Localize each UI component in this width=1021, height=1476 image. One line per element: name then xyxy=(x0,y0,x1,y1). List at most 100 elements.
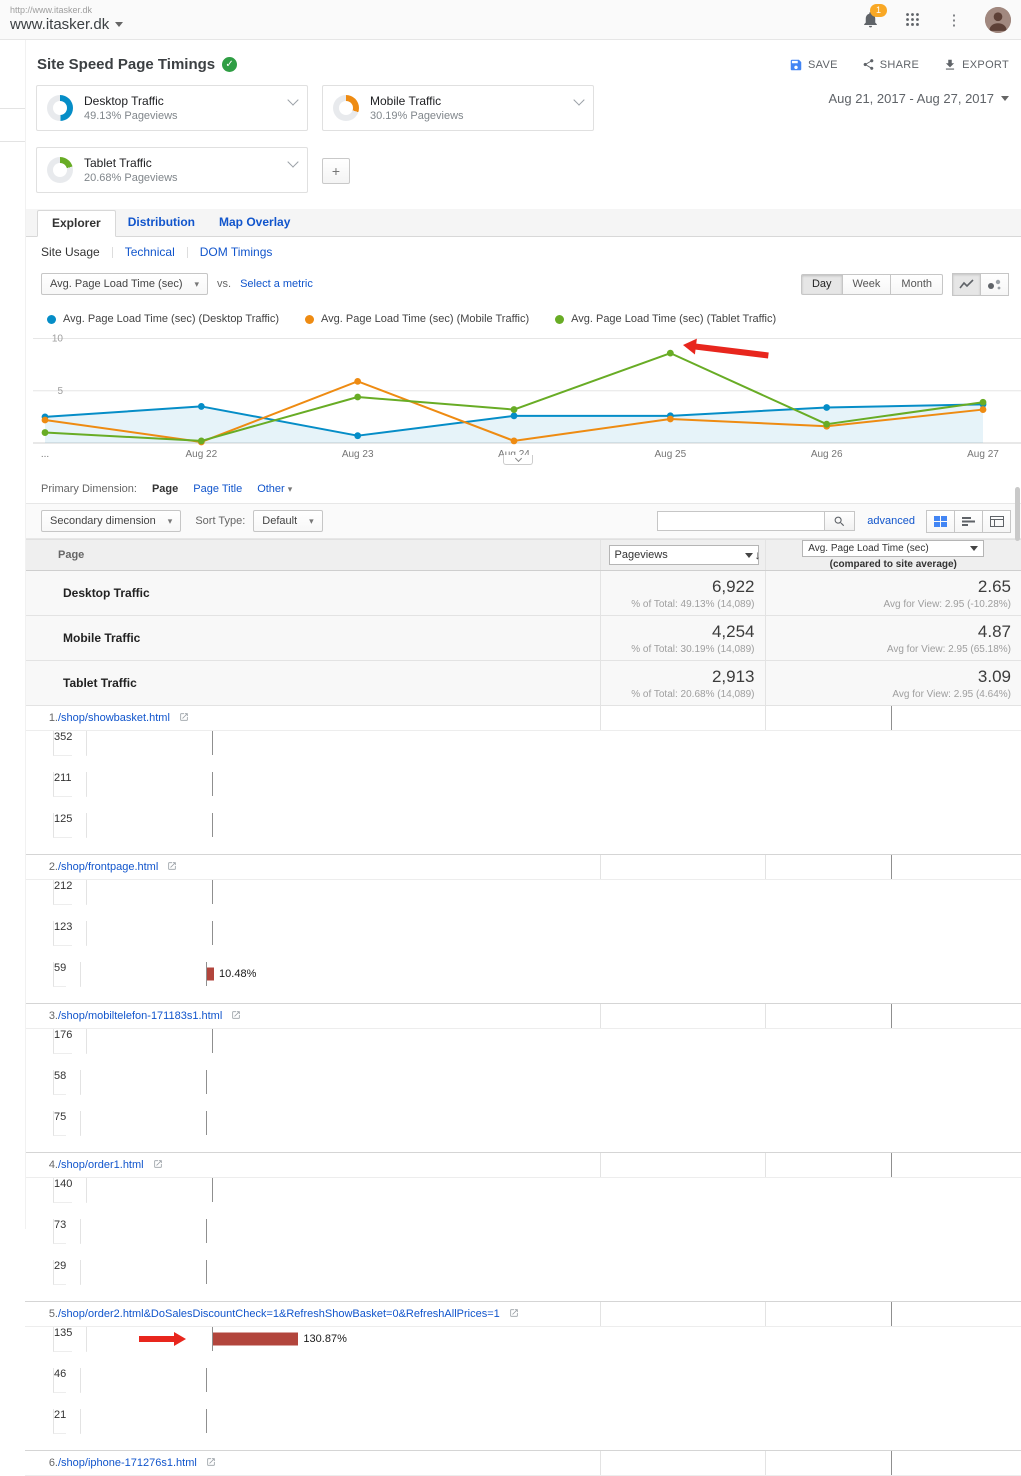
column-header-page[interactable]: Page xyxy=(58,540,600,571)
summary-pageviews: 6,922 xyxy=(601,577,765,597)
granularity-toggle: Day Week Month xyxy=(801,274,943,295)
table-view-icon xyxy=(934,516,948,527)
chart-legend: Avg. Page Load Time (sec) (Desktop Traff… xyxy=(25,305,1021,327)
tab-distribution[interactable]: Distribution xyxy=(116,210,207,236)
external-link-icon[interactable] xyxy=(509,1309,519,1321)
dimension-other[interactable]: Other ▾ xyxy=(257,483,292,495)
advanced-filter-link[interactable]: advanced xyxy=(867,515,915,527)
segment-card-mobile[interactable]: Mobile Traffic 30.19% Pageviews xyxy=(322,85,594,131)
scrollbar-thumb[interactable] xyxy=(1015,487,1020,541)
chevron-down-icon[interactable] xyxy=(287,94,298,105)
comparison-bar-cell: -100.00% xyxy=(86,772,87,797)
overflow-menu-button[interactable]: ⋮ xyxy=(943,9,965,31)
external-link-icon[interactable] xyxy=(167,862,177,874)
table-view-button[interactable] xyxy=(926,510,955,533)
pivot-view-button[interactable] xyxy=(982,510,1011,533)
bar-axis-line xyxy=(212,731,213,755)
segment-sub-row: Tablet Traffic 125 -100.00% xyxy=(25,813,58,838)
page-url-link[interactable]: /shop/order1.html xyxy=(58,1159,144,1171)
tab-explorer[interactable]: Explorer xyxy=(37,210,116,237)
add-segment-button[interactable]: + xyxy=(322,158,350,184)
summary-pageviews-sub: % of Total: 30.19% (14,089) xyxy=(601,644,765,655)
share-button[interactable]: SHARE xyxy=(862,58,919,71)
search-button[interactable] xyxy=(825,511,855,531)
external-link-icon[interactable] xyxy=(179,713,189,725)
pageviews-column-select[interactable]: Pageviews xyxy=(609,545,759,565)
segment-row-pageviews: 58 xyxy=(53,1070,66,1095)
avatar[interactable] xyxy=(985,7,1011,33)
divider xyxy=(187,247,188,258)
bar-axis-line xyxy=(206,1368,207,1392)
granularity-month-button[interactable]: Month xyxy=(890,274,943,295)
segment-sub-row: Mobile Traffic 46 -100.00% xyxy=(25,1368,58,1393)
tab-map-overlay[interactable]: Map Overlay xyxy=(207,210,302,236)
save-button[interactable]: SAVE xyxy=(789,58,838,72)
comparison-bar-cell: -52.18% xyxy=(86,1178,87,1203)
metric-dropdown[interactable]: Avg. Page Load Time (sec) ▾ xyxy=(41,273,208,295)
bar-axis-line xyxy=(206,1111,207,1135)
page-url-link[interactable]: /shop/mobiltelefon-171183s1.html xyxy=(58,1010,222,1022)
download-icon xyxy=(943,58,957,72)
granularity-day-button[interactable]: Day xyxy=(801,274,843,295)
segment-row-pageviews: 176 xyxy=(53,1029,72,1054)
sort-type-dropdown[interactable]: Default ▾ xyxy=(253,510,322,532)
segment-row-pageviews: 212 xyxy=(53,880,72,905)
summary-segment-name: Mobile Traffic xyxy=(58,631,140,645)
granularity-week-button[interactable]: Week xyxy=(842,274,892,295)
summary-row-mobile: Mobile Traffic 4,254 % of Total: 30.19% … xyxy=(25,616,1021,661)
external-link-icon[interactable] xyxy=(206,1458,216,1470)
page-url-link[interactable]: /shop/frontpage.html xyxy=(58,861,158,873)
date-range-selector[interactable]: Aug 21, 2017 - Aug 27, 2017 xyxy=(828,85,1009,106)
summary-segment-name: Tablet Traffic xyxy=(58,676,137,690)
comparison-bar-cell: -100.00% xyxy=(86,813,87,838)
header-row-number xyxy=(25,540,58,571)
page-url-link[interactable]: /shop/showbasket.html xyxy=(58,712,170,724)
top-bar: http://www.itasker.dk www.itasker.dk 1 ⋮ xyxy=(0,0,1021,40)
subtab-dom-timings[interactable]: DOM Timings xyxy=(200,245,273,259)
comparison-bar xyxy=(207,968,214,981)
apps-grid-button[interactable] xyxy=(901,9,923,31)
annotation-arrow-right xyxy=(139,1332,186,1346)
chevron-down-icon[interactable] xyxy=(287,156,298,167)
segment-row-pageviews: 123 xyxy=(53,921,72,946)
dimension-page-title[interactable]: Page Title xyxy=(193,483,242,495)
segment-card-tablet[interactable]: Tablet Traffic 20.68% Pageviews xyxy=(36,147,308,193)
motion-chart-mode-button[interactable] xyxy=(980,273,1009,296)
report-tabs: Explorer Distribution Map Overlay xyxy=(25,209,1021,237)
notifications-button[interactable]: 1 xyxy=(859,9,881,31)
secondary-dimension-dropdown[interactable]: Secondary dimension ▾ xyxy=(41,510,181,532)
bar-axis-line xyxy=(212,772,213,796)
external-link-icon[interactable] xyxy=(231,1011,241,1023)
chevron-down-icon[interactable] xyxy=(573,94,584,105)
overflow-menu-icon: ⋮ xyxy=(947,11,962,29)
row-number: 5. xyxy=(25,1302,58,1327)
vs-label: vs. xyxy=(217,278,231,290)
account-selector[interactable]: www.itasker.dk xyxy=(10,17,859,34)
chart-collapse-tab[interactable] xyxy=(503,455,533,465)
caret-down-icon: ▾ xyxy=(309,517,314,526)
legend-color-dot xyxy=(305,315,314,324)
comparison-bar-cell: -100.00% xyxy=(80,1368,81,1393)
table-search-input[interactable] xyxy=(657,511,825,531)
subtab-site-usage[interactable]: Site Usage xyxy=(41,245,100,259)
external-link-icon[interactable] xyxy=(153,1160,163,1172)
notification-badge: 1 xyxy=(870,4,887,17)
legend-item: Avg. Page Load Time (sec) (Desktop Traff… xyxy=(47,313,279,325)
line-chart-mode-button[interactable] xyxy=(952,273,981,296)
subtab-technical[interactable]: Technical xyxy=(125,245,175,259)
page-url-link[interactable]: /shop/order2.html&DoSalesDiscountCheck=1… xyxy=(58,1308,500,1320)
page-url-link[interactable]: /shop/iphone-171276s1.html xyxy=(58,1457,197,1469)
summary-row-desktop: Desktop Traffic 6,922 % of Total: 49.13%… xyxy=(25,571,1021,616)
dimension-page[interactable]: Page xyxy=(152,483,178,495)
comparison-bar-cell: -100.00% xyxy=(86,921,87,946)
legend-item: Avg. Page Load Time (sec) (Tablet Traffi… xyxy=(555,313,776,325)
chart-controls: Avg. Page Load Time (sec) ▾ vs. Select a… xyxy=(25,265,1021,305)
metric-column-select[interactable]: Avg. Page Load Time (sec) xyxy=(802,540,984,557)
sort-desc-icon[interactable]: ↓ xyxy=(755,548,761,562)
row-number: 4. xyxy=(25,1153,58,1178)
select-metric-link[interactable]: Select a metric xyxy=(240,278,313,290)
comparison-view-button[interactable] xyxy=(954,510,983,533)
legend-item: Avg. Page Load Time (sec) (Mobile Traffi… xyxy=(305,313,529,325)
segment-card-desktop[interactable]: Desktop Traffic 49.13% Pageviews xyxy=(36,85,308,131)
export-button[interactable]: EXPORT xyxy=(943,58,1009,72)
